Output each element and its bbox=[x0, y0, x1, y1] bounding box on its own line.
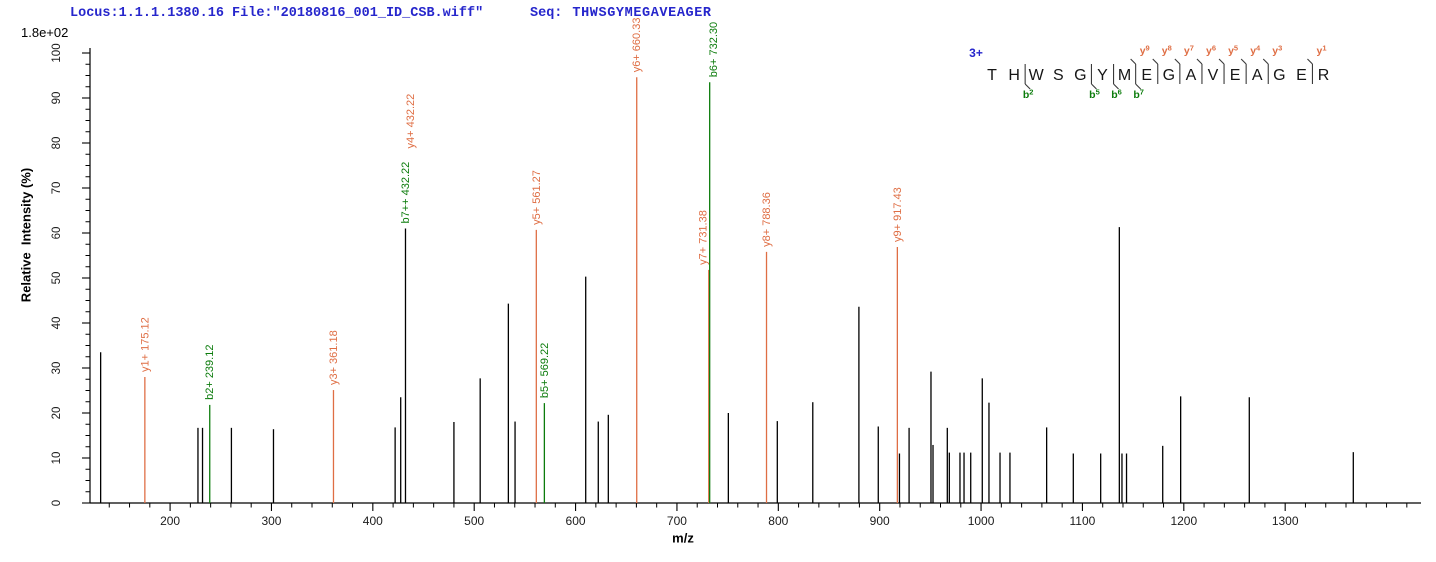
y-ion-label: y6 bbox=[1206, 44, 1216, 58]
y-fragment-arm bbox=[1240, 58, 1247, 65]
residue-letter: Y bbox=[1097, 67, 1108, 84]
y-tick-label: 30 bbox=[51, 362, 63, 375]
seq-value: THWSGYMEGAVEAGER bbox=[572, 6, 712, 21]
residue-letter: E bbox=[1230, 67, 1241, 84]
peak-label: y8+ 788.36 bbox=[761, 192, 773, 247]
x-tick-label: 1200 bbox=[1170, 514, 1197, 528]
y-ion-label: y3 bbox=[1272, 44, 1282, 58]
b-ion-label: b5 bbox=[1089, 88, 1100, 102]
residue-letter: W bbox=[1029, 67, 1045, 84]
residue-letter: E bbox=[1141, 67, 1152, 84]
b-fragment-arm bbox=[1091, 83, 1097, 90]
residue-letter: G bbox=[1163, 67, 1175, 84]
residue-letter: H bbox=[1008, 67, 1020, 84]
x-tick-label: 1000 bbox=[968, 514, 995, 528]
y-fragment-arm bbox=[1307, 58, 1313, 65]
b-fragment-arm bbox=[1135, 83, 1142, 90]
y-fragment-arm bbox=[1174, 58, 1181, 65]
y-fragment-arm bbox=[1130, 58, 1137, 65]
y-tick-label: 70 bbox=[51, 182, 63, 195]
residue-letter: G bbox=[1273, 67, 1285, 84]
locus-file-label: Locus:1.1.1.1380.16 File:"20180816_001_I… bbox=[70, 6, 484, 21]
peak-label: b2+ 239.12 bbox=[204, 345, 216, 400]
residue-letter: S bbox=[1053, 67, 1064, 84]
y-ion-label: y1 bbox=[1316, 44, 1326, 58]
x-tick-label: 1300 bbox=[1272, 514, 1299, 528]
peak-label: y1+ 175.12 bbox=[139, 317, 151, 372]
x-tick-label: 700 bbox=[667, 514, 687, 528]
x-tick-label: 900 bbox=[870, 514, 890, 528]
b-ion-label: b6 bbox=[1111, 88, 1122, 102]
residue-letter: R bbox=[1318, 67, 1330, 84]
y-tick-label: 0 bbox=[51, 500, 63, 506]
b-ion-label: b2 bbox=[1023, 88, 1034, 102]
y-tick-label: 20 bbox=[51, 407, 63, 420]
y-fragment-arm bbox=[1218, 58, 1225, 65]
x-tick-label: 300 bbox=[261, 514, 281, 528]
peak-label: y5+ 561.27 bbox=[531, 170, 543, 225]
y-tick-label: 60 bbox=[51, 227, 63, 240]
residue-letter: E bbox=[1296, 67, 1307, 84]
y-ion-label: y5 bbox=[1228, 44, 1238, 58]
y-fragment-arm bbox=[1196, 58, 1203, 65]
b-fragment-arm bbox=[1024, 83, 1031, 90]
y-tick-label: 90 bbox=[51, 92, 63, 105]
b-fragment-arm bbox=[1113, 83, 1119, 90]
y-fragment-arm bbox=[1152, 58, 1159, 65]
y-ion-label: y4 bbox=[1250, 44, 1261, 58]
residue-letter: M bbox=[1118, 67, 1131, 84]
peak-label: b6+ 732.30 bbox=[708, 22, 720, 77]
peak-label: y9+ 917.43 bbox=[892, 187, 904, 242]
y-tick-label: 100 bbox=[51, 43, 63, 62]
y-ion-label: y8 bbox=[1162, 44, 1172, 58]
precursor-charge-label: 3+ bbox=[969, 46, 983, 60]
residue-letter: A bbox=[1252, 67, 1263, 84]
y-ion-label: y7 bbox=[1184, 44, 1194, 58]
y-tick-label: 50 bbox=[51, 272, 63, 285]
y-tick-label: 80 bbox=[51, 137, 63, 150]
residue-letter: V bbox=[1208, 67, 1219, 84]
peak-label: b5+ 569.22 bbox=[539, 343, 551, 398]
residue-letter: A bbox=[1186, 67, 1197, 84]
y-tick-label: 10 bbox=[51, 452, 63, 465]
peak-label: y4+ 432.22 bbox=[405, 94, 417, 149]
seq-label: Seq: bbox=[530, 6, 563, 21]
y-ion-label: y9 bbox=[1140, 44, 1150, 58]
b-ion-label: b7 bbox=[1133, 88, 1144, 102]
x-axis-title: m/z bbox=[672, 530, 694, 546]
peak-label: y3+ 361.18 bbox=[328, 330, 340, 385]
peak-label: b7++ 432.22 bbox=[400, 162, 412, 224]
max-intensity-label: 1.8e+02 bbox=[21, 25, 69, 40]
x-tick-label: 400 bbox=[363, 514, 383, 528]
sequence-header: Seq: THWSGYMEGAVEAGER bbox=[530, 6, 712, 21]
peak-label: y6+ 660.33 bbox=[631, 18, 643, 73]
x-tick-label: 500 bbox=[464, 514, 484, 528]
x-tick-label: 800 bbox=[768, 514, 788, 528]
residue-letter: G bbox=[1074, 67, 1086, 84]
y-tick-label: 40 bbox=[51, 317, 63, 330]
peak-label: y7+ 731.38 bbox=[697, 210, 709, 265]
x-tick-label: 1100 bbox=[1070, 514, 1096, 528]
x-tick-label: 200 bbox=[160, 514, 180, 528]
residue-letter: T bbox=[987, 67, 997, 84]
y-fragment-arm bbox=[1262, 58, 1269, 65]
x-tick-label: 600 bbox=[566, 514, 586, 528]
